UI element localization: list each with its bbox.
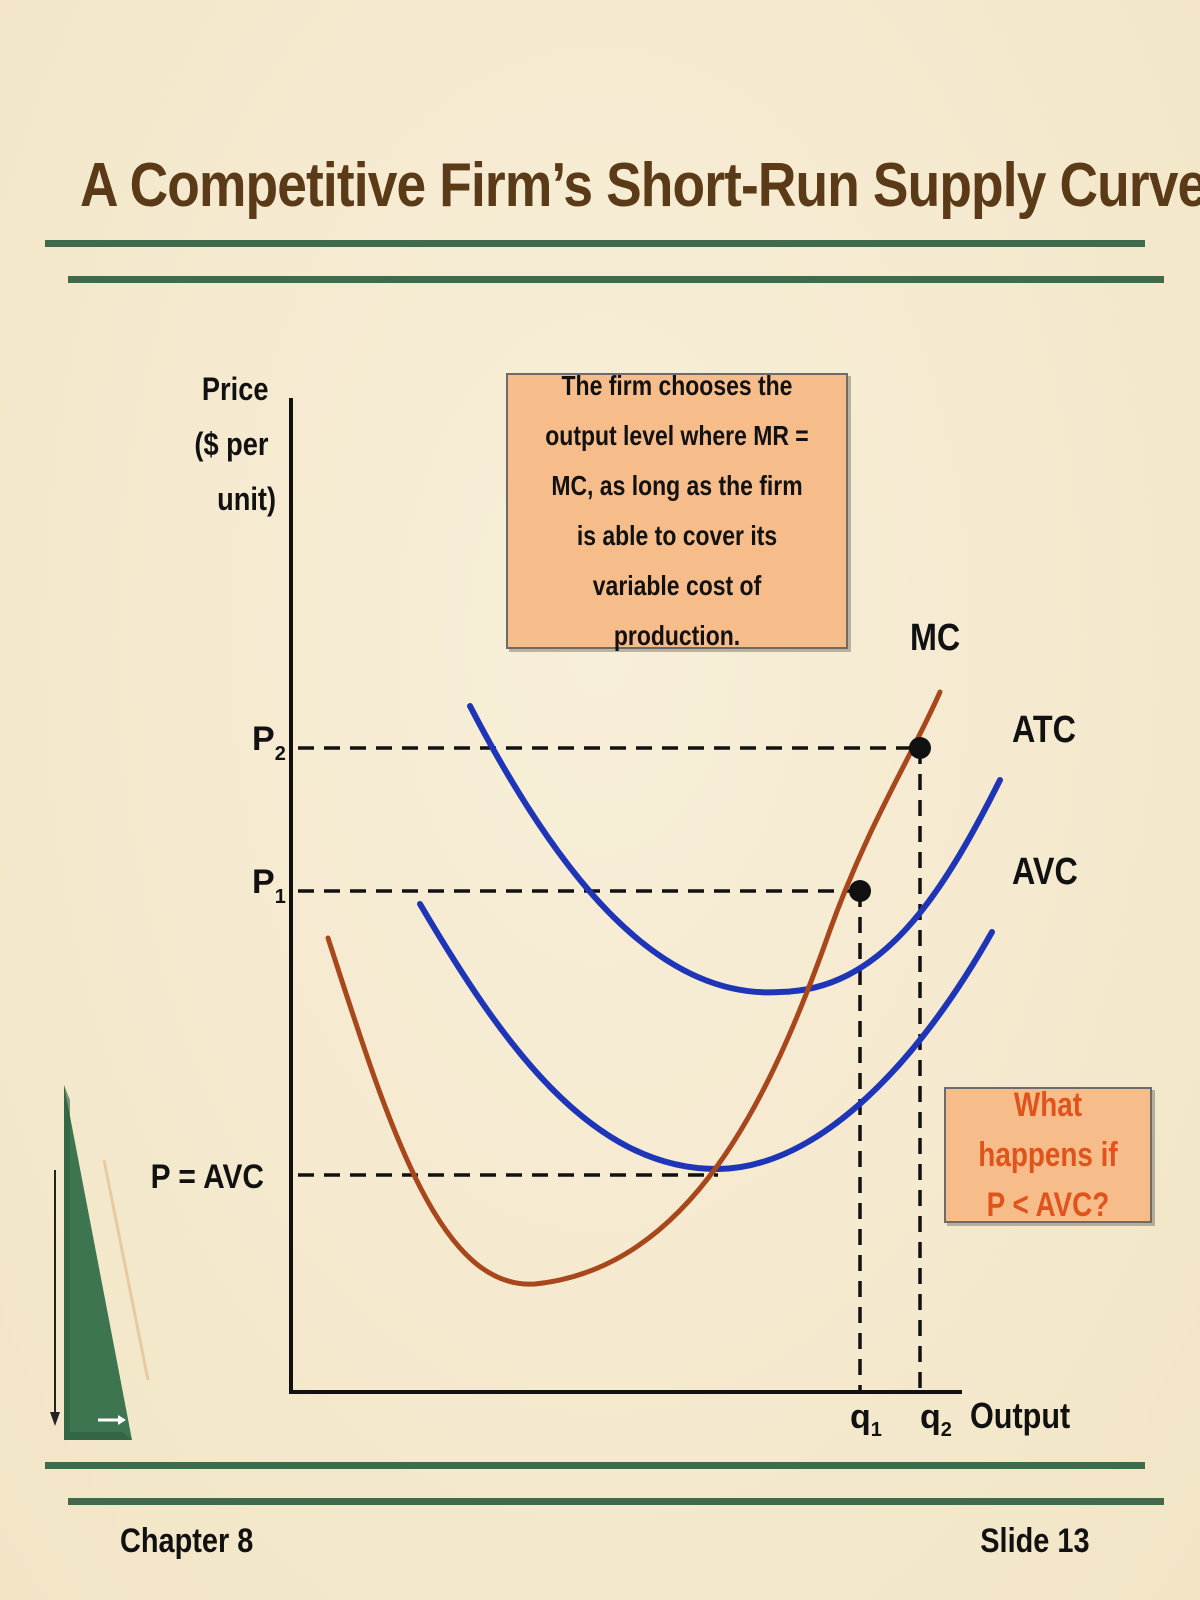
slide-number: Slide 13 [980,1522,1090,1560]
p1-q1-point [849,880,871,902]
p1-subscript: 1 [275,886,286,908]
chapter-label: Chapter 8 [120,1522,254,1560]
question-callout-text: What happens if P < AVC? [978,1086,1118,1224]
p1-label: P [252,863,275,901]
q1-label: q [850,1398,871,1436]
p2-label: P [252,720,275,758]
p2-q2-point [909,737,931,759]
mr-mc-callout-text: The firm chooses the output level where … [545,370,809,651]
title-rule-top [45,240,1145,247]
mr-mc-callout-box: The firm chooses the output level where … [506,370,848,651]
atc-curve [467,703,1003,996]
x-axis-label: Output [970,1397,1070,1437]
footer-rule-top [45,1462,1145,1469]
q1-subscript: 1 [871,1419,882,1441]
svg-text:q2: q2 [920,1398,952,1441]
question-callout-box: What happens if P < AVC? [944,1086,1152,1224]
svg-text:P1: P1 [252,863,286,908]
q2-subscript: 2 [941,1419,952,1441]
p-avc-label: P = AVC [151,1157,264,1195]
svg-text:q1: q1 [850,1398,882,1441]
atc-label: ATC [1012,709,1076,751]
avc-label: AVC [1012,851,1078,893]
y-axis-label-line-1: Price [202,372,269,408]
q2-label: q [920,1398,941,1436]
svg-text:P2: P2 [252,720,286,765]
title-rule-bottom [68,276,1164,283]
corner-decoration-icon [50,1085,150,1440]
svg-text:Price ($ per unit): Price ($ per unit) [194,372,276,518]
footer-rule-bottom [68,1498,1164,1505]
mc-curve [325,689,943,1287]
p2-subscript: 2 [275,743,286,765]
y-axis-label-line-3: unit) [217,482,276,518]
mc-label: MC [910,617,960,659]
y-axis-label-line-2: ($ per [194,427,268,463]
avc-curve [417,901,995,1173]
